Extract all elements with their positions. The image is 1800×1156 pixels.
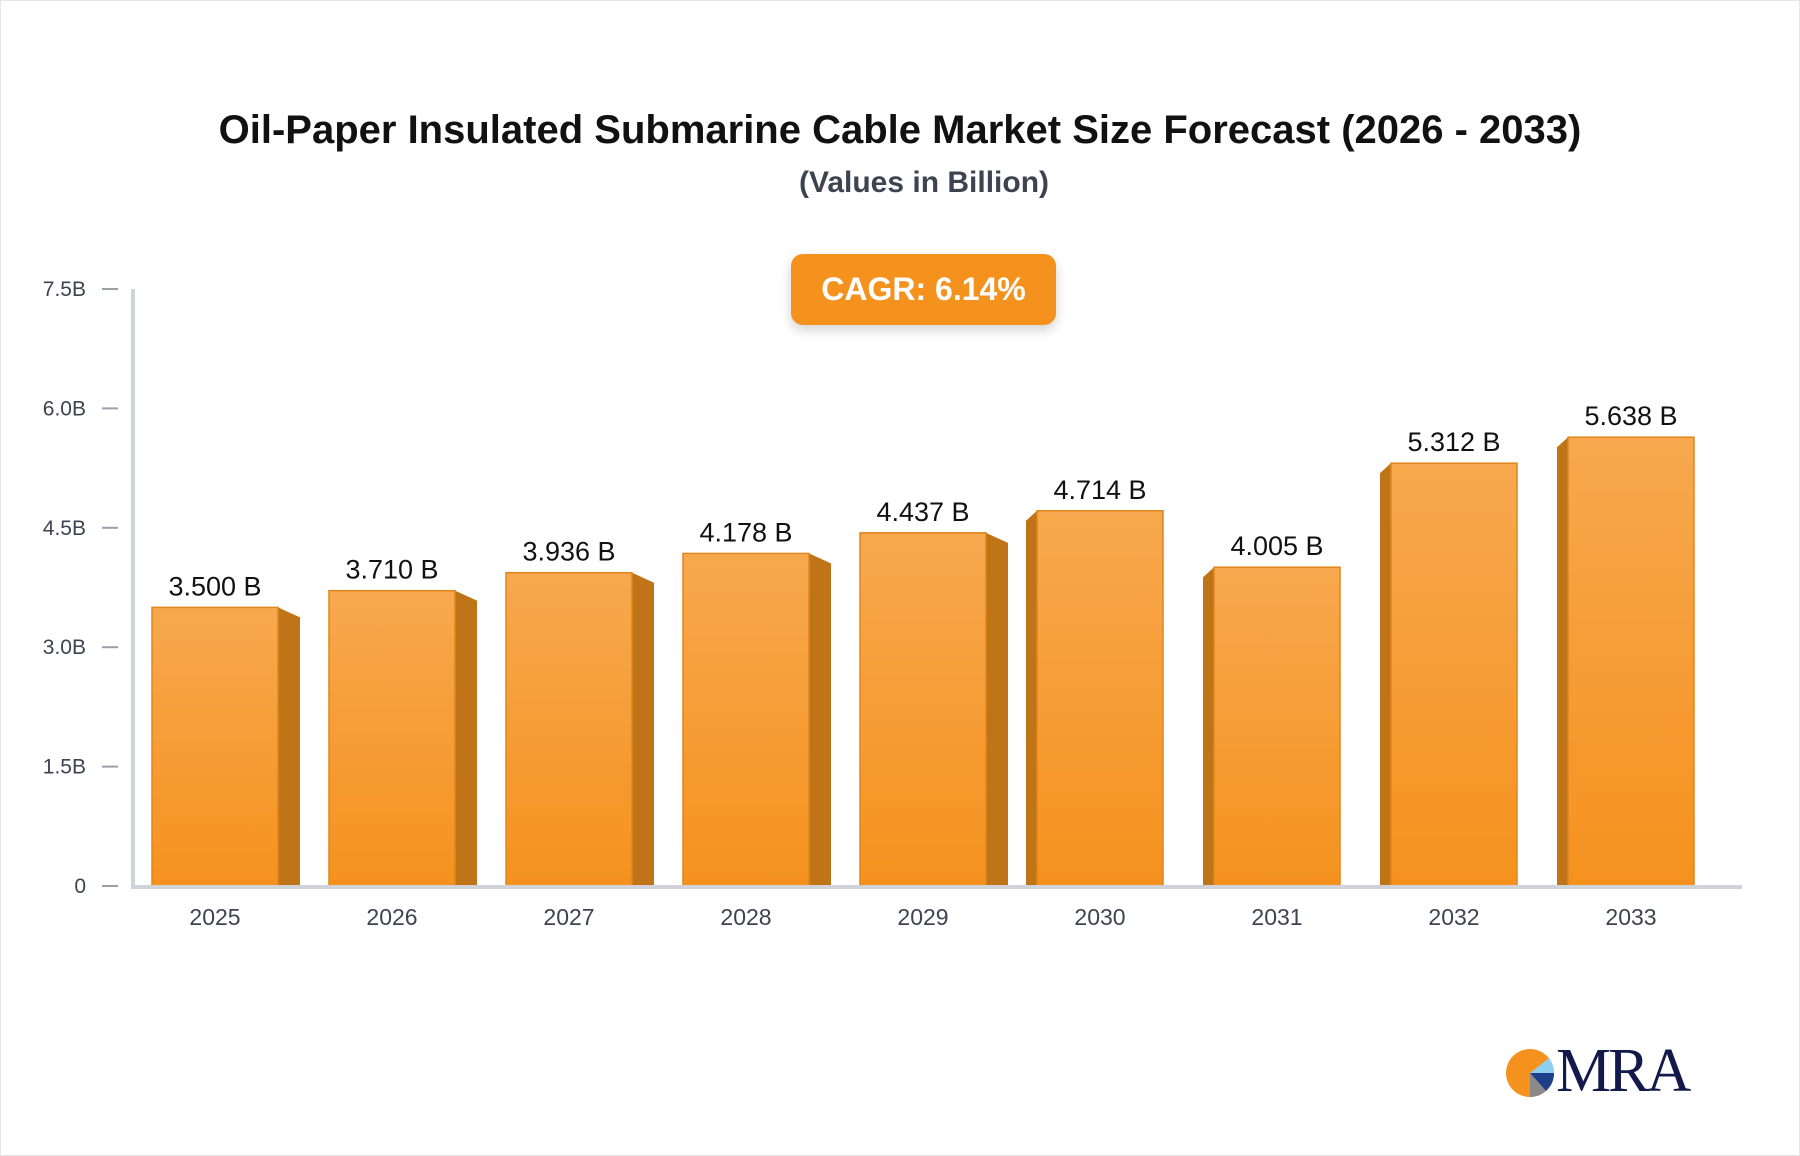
- bar-2033: 5.638 B: [1557, 401, 1695, 887]
- chart-subtitle: (Values in Billion): [798, 166, 1050, 199]
- y-tick-label: 0: [74, 875, 86, 898]
- x-tick-label: 2032: [1428, 904, 1479, 930]
- bar-front: [151, 606, 279, 887]
- bar-front: [328, 589, 456, 887]
- data-label: 4.714 B: [1053, 475, 1146, 505]
- data-label: 4.005 B: [1230, 531, 1323, 561]
- data-label: 3.710 B: [345, 555, 438, 585]
- bar-side: [986, 532, 1008, 886]
- y-tick-label: 4.5B: [43, 517, 86, 540]
- x-tick-label: 2030: [1074, 904, 1125, 930]
- bar-front: [1213, 566, 1341, 887]
- bar-side: [455, 590, 477, 886]
- bar-front: [505, 571, 633, 887]
- data-label: 4.437 B: [876, 497, 969, 527]
- chart-title: Oil-Paper Insulated Submarine Cable Mark…: [218, 108, 1582, 152]
- cagr-badge: CAGR: 6.14%: [791, 254, 1056, 325]
- bar-side: [632, 572, 654, 886]
- bar-2029: 4.437 B: [859, 497, 1008, 887]
- x-tick-label: 2026: [366, 904, 417, 930]
- y-tick-label: 3.0B: [43, 636, 86, 659]
- bar-2030: 4.714 B: [1026, 475, 1164, 887]
- bar-side: [1557, 437, 1568, 886]
- x-tick-label: 2025: [189, 904, 240, 930]
- data-label: 5.638 B: [1584, 401, 1677, 431]
- pie-logo-icon: [1506, 1049, 1555, 1098]
- bar-front: [859, 532, 987, 887]
- bar-2025: 3.500 B: [151, 571, 300, 887]
- x-tick-label: 2029: [897, 904, 948, 930]
- y-tick-label: 1.5B: [43, 756, 86, 779]
- bar-2027: 3.936 B: [505, 537, 654, 887]
- bar-front: [1036, 510, 1164, 887]
- data-label: 5.312 B: [1407, 427, 1500, 457]
- data-label: 3.500 B: [168, 571, 261, 601]
- bar-side: [1026, 510, 1037, 886]
- y-tick-label: 7.5B: [43, 278, 86, 301]
- bar-side: [278, 607, 300, 886]
- bar-2026: 3.710 B: [328, 555, 477, 887]
- x-tick-label: 2031: [1251, 904, 1302, 930]
- bar-2028: 4.178 B: [682, 517, 831, 887]
- logo-text: MRA: [1556, 1037, 1691, 1105]
- y-tick-label: 6.0B: [43, 397, 86, 420]
- bar-front: [1390, 462, 1518, 887]
- bar-2031: 4.005 B: [1203, 531, 1341, 887]
- x-tick-label: 2028: [720, 904, 771, 930]
- bar-front: [682, 552, 810, 887]
- bar-2032: 5.312 B: [1380, 427, 1518, 887]
- data-label: 3.936 B: [522, 537, 615, 567]
- x-tick-label: 2033: [1605, 904, 1656, 930]
- bar-front: [1567, 436, 1695, 887]
- bar-side: [809, 553, 831, 886]
- bar-side: [1203, 567, 1214, 886]
- x-tick-label: 2027: [543, 904, 594, 930]
- data-label: 4.178 B: [699, 517, 792, 547]
- mra-logo: MRA: [1506, 1037, 1692, 1105]
- bar-side: [1380, 463, 1391, 886]
